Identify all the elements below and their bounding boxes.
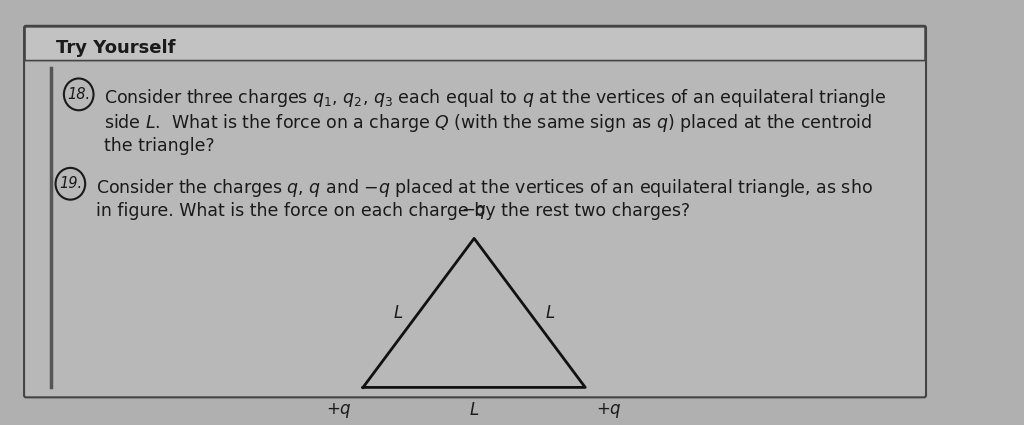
Text: $-q$: $-q$ (461, 203, 487, 221)
Text: the triangle?: the triangle? (103, 137, 214, 155)
Text: $+q$: $+q$ (596, 401, 623, 420)
Text: Try Yourself: Try Yourself (55, 39, 175, 57)
Text: 18.: 18. (68, 87, 90, 102)
Text: $L$: $L$ (393, 304, 403, 322)
Text: Consider three charges $q_1$, $q_2$, $q_3$ each equal to $q$ at the vertices of : Consider three charges $q_1$, $q_2$, $q_… (103, 88, 887, 109)
Text: $L$: $L$ (545, 304, 555, 322)
Text: $+q$: $+q$ (326, 401, 352, 420)
Text: in figure. What is the force on each charge by the rest two charges?: in figure. What is the force on each cha… (96, 201, 690, 220)
FancyBboxPatch shape (25, 26, 926, 397)
FancyBboxPatch shape (25, 27, 925, 61)
Text: $L$: $L$ (469, 401, 479, 419)
Text: Consider the charges $q$, $q$ and $-q$ placed at the vertices of an equilateral : Consider the charges $q$, $q$ and $-q$ p… (96, 177, 873, 199)
Text: 19.: 19. (58, 176, 82, 191)
Text: side $L$.  What is the force on a charge $Q$ (with the same sign as $q$) placed : side $L$. What is the force on a charge … (103, 112, 872, 134)
